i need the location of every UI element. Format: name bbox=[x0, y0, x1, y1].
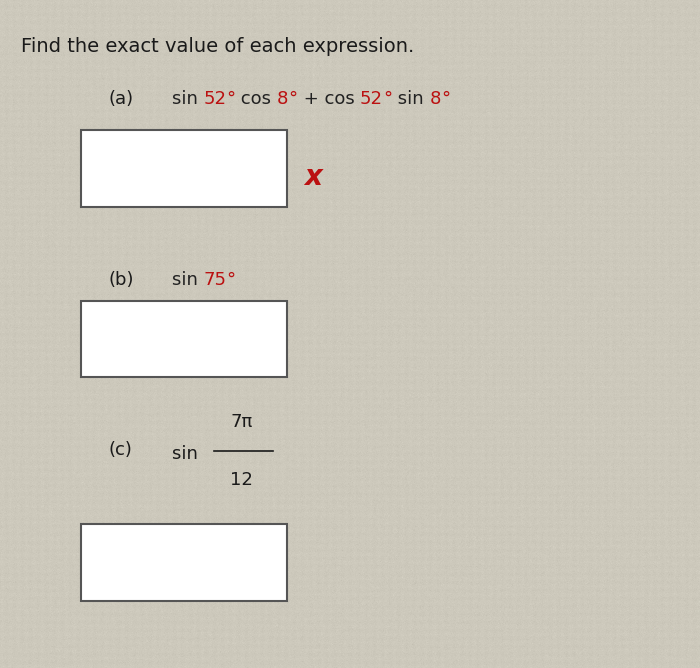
Text: (c): (c) bbox=[108, 441, 132, 459]
Text: x: x bbox=[304, 163, 323, 191]
Text: °: ° bbox=[226, 90, 235, 108]
Text: 12: 12 bbox=[230, 471, 253, 489]
Text: 52: 52 bbox=[203, 90, 226, 108]
Text: sin: sin bbox=[392, 90, 430, 108]
Text: 52: 52 bbox=[360, 90, 383, 108]
Text: cos: cos bbox=[235, 90, 277, 108]
Text: sin: sin bbox=[172, 271, 203, 289]
Text: + cos: + cos bbox=[298, 90, 360, 108]
Text: 75: 75 bbox=[203, 271, 226, 289]
Text: 7π: 7π bbox=[230, 413, 253, 431]
Bar bbox=[80, 301, 287, 377]
Text: sin: sin bbox=[172, 90, 203, 108]
Bar bbox=[80, 524, 287, 601]
Text: sin: sin bbox=[172, 446, 203, 463]
Text: °: ° bbox=[288, 90, 298, 108]
Text: °: ° bbox=[226, 271, 235, 289]
Text: °: ° bbox=[441, 90, 450, 108]
Text: °: ° bbox=[383, 90, 392, 108]
Text: (a): (a) bbox=[108, 90, 134, 108]
Text: Find the exact value of each expression.: Find the exact value of each expression. bbox=[21, 37, 414, 55]
Text: 8: 8 bbox=[277, 90, 288, 108]
Text: (b): (b) bbox=[108, 271, 134, 289]
Bar bbox=[80, 130, 287, 207]
Text: 8: 8 bbox=[430, 90, 441, 108]
